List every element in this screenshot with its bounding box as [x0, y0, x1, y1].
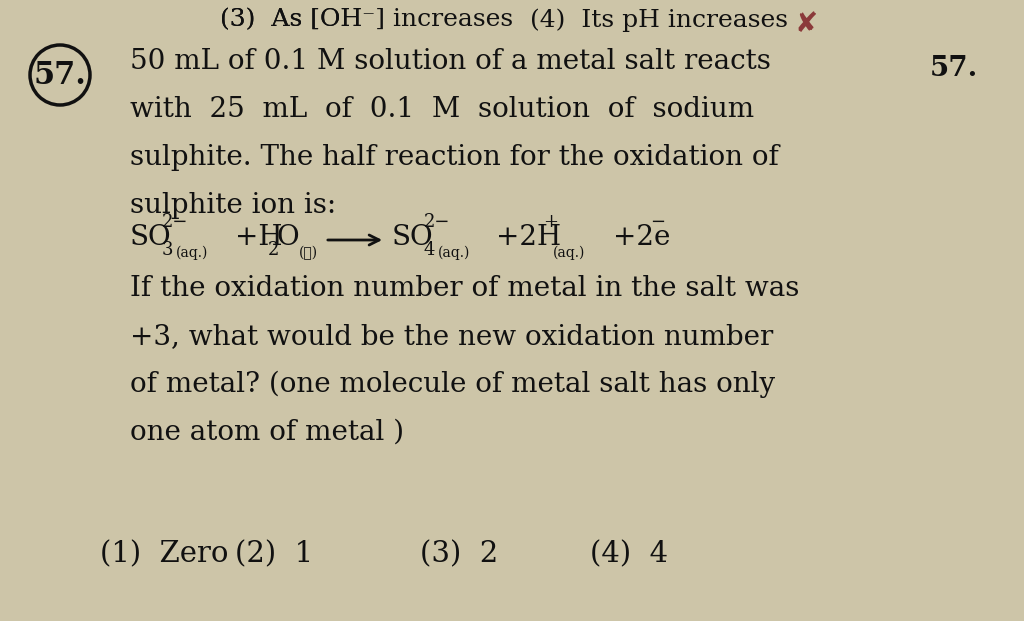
Text: with  25  mL  of  0.1  M  solution  of  sodium: with 25 mL of 0.1 M solution of sodium [130, 96, 754, 123]
Text: of metal? (one molecule of metal salt has only: of metal? (one molecule of metal salt ha… [130, 371, 775, 398]
Text: (aq.): (aq.) [553, 246, 586, 260]
Text: +: + [543, 213, 558, 231]
Text: (4)  Its pH increases: (4) Its pH increases [530, 8, 788, 32]
Text: +2e: +2e [613, 224, 671, 251]
Text: (4)  4: (4) 4 [590, 540, 668, 568]
Text: 50 mL of 0.1 M solution of a metal salt reacts: 50 mL of 0.1 M solution of a metal salt … [130, 48, 771, 75]
Text: −: − [650, 213, 666, 231]
Text: (ℓ): (ℓ) [299, 246, 318, 260]
Text: (1)  Zero: (1) Zero [100, 540, 228, 568]
Text: (3)  As [OH⁻] increases: (3) As [OH⁻] increases [220, 8, 513, 31]
Text: one atom of metal ): one atom of metal ) [130, 419, 404, 446]
Text: (2)  1: (2) 1 [234, 540, 313, 568]
Text: If the oxidation number of metal in the salt was: If the oxidation number of metal in the … [130, 275, 800, 302]
Text: 4: 4 [424, 241, 435, 259]
Text: 2: 2 [268, 241, 280, 259]
Text: sulphite ion is:: sulphite ion is: [130, 192, 336, 219]
Text: sulphite. The half reaction for the oxidation of: sulphite. The half reaction for the oxid… [130, 144, 779, 171]
Text: 57.: 57. [930, 55, 978, 82]
Text: 3: 3 [162, 241, 173, 259]
Text: O: O [278, 224, 300, 251]
Text: +H: +H [234, 224, 283, 251]
Text: SO: SO [392, 224, 433, 251]
Text: (3)  As [OH: (3) As [OH [220, 8, 362, 31]
Text: 2−: 2− [162, 213, 188, 231]
Text: +2H: +2H [496, 224, 561, 251]
Text: 57.: 57. [34, 60, 86, 91]
Text: 2−: 2− [424, 213, 451, 231]
Text: (aq.): (aq.) [176, 246, 208, 260]
Text: SO: SO [130, 224, 172, 251]
Text: +3, what would be the new oxidation number: +3, what would be the new oxidation numb… [130, 323, 773, 350]
Text: (3)  2: (3) 2 [420, 540, 499, 568]
Text: (aq.): (aq.) [438, 246, 470, 260]
Text: ✘: ✘ [795, 10, 818, 38]
